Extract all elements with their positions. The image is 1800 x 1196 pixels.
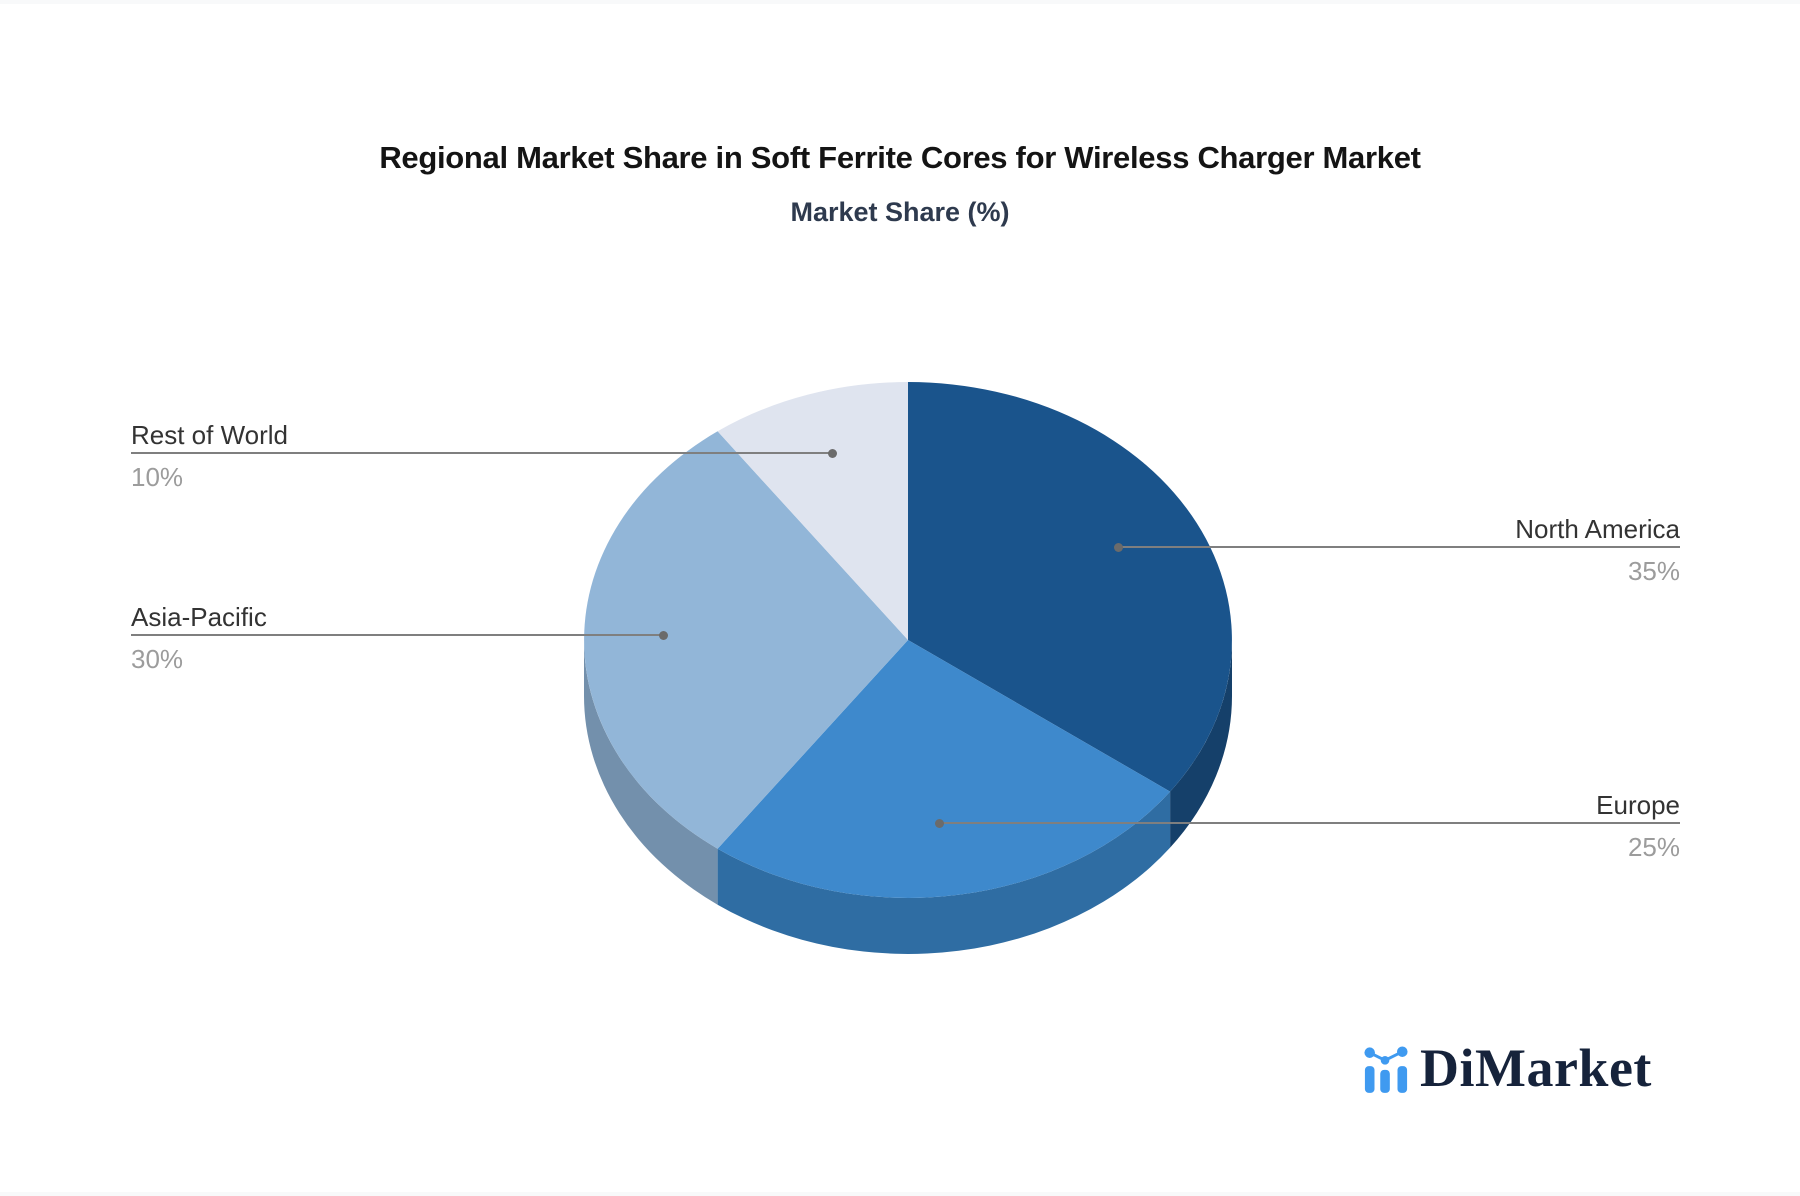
slice-label-europe: Europe [1596,790,1680,820]
leader-dot-europe [935,818,944,828]
slice-label-rest-of-world: Rest of World [131,420,289,450]
callout-asia-pacific: Asia-Pacific 30% [131,600,668,674]
slice-label-asia-pacific: Asia-Pacific [131,602,267,632]
leader-dot-asia-pacific [659,630,668,640]
leader-line-north-america [1114,542,1680,552]
callout-europe: Europe 25% [935,788,1680,862]
leader-dot-north-america [1114,542,1123,552]
chart-title: Regional Market Share in Soft Ferrite Co… [379,140,1421,175]
pie-slice-rest-of-world[interactable] [717,382,908,640]
leader-line-europe [935,818,1680,828]
logo-text: DiMarket [1420,1038,1652,1098]
leader-dot-rest-of-world [828,448,837,458]
chart-subtitle: Market Share (%) [790,197,1010,227]
callout-north-america: North America 35% [1114,512,1680,586]
pie-slice-north-america[interactable] [908,382,1232,792]
top-edge-strip [0,0,1800,4]
slice-value-north-america: 35% [1627,556,1680,586]
bar-chart-icon [1364,1046,1408,1093]
bottom-edge-strip [0,1192,1800,1196]
pie-slice-side-asia-pacific [584,640,718,905]
slice-value-rest-of-world: 10% [131,462,184,492]
pie-slice-asia-pacific[interactable] [584,431,908,849]
callout-rest-of-world: Rest of World 10% [131,418,837,492]
slice-value-asia-pacific: 30% [131,644,184,674]
leader-line-rest-of-world [131,448,837,458]
pie-slice-side-europe [717,791,1171,954]
dimarket-logo: DiMarket [1363,1036,1652,1100]
leader-line-asia-pacific [131,630,668,640]
pie-slice-europe[interactable] [717,640,1171,898]
pie-slice-side-north-america [1170,640,1232,848]
slice-label-north-america: North America [1515,514,1680,544]
slice-value-europe: 25% [1627,832,1680,862]
